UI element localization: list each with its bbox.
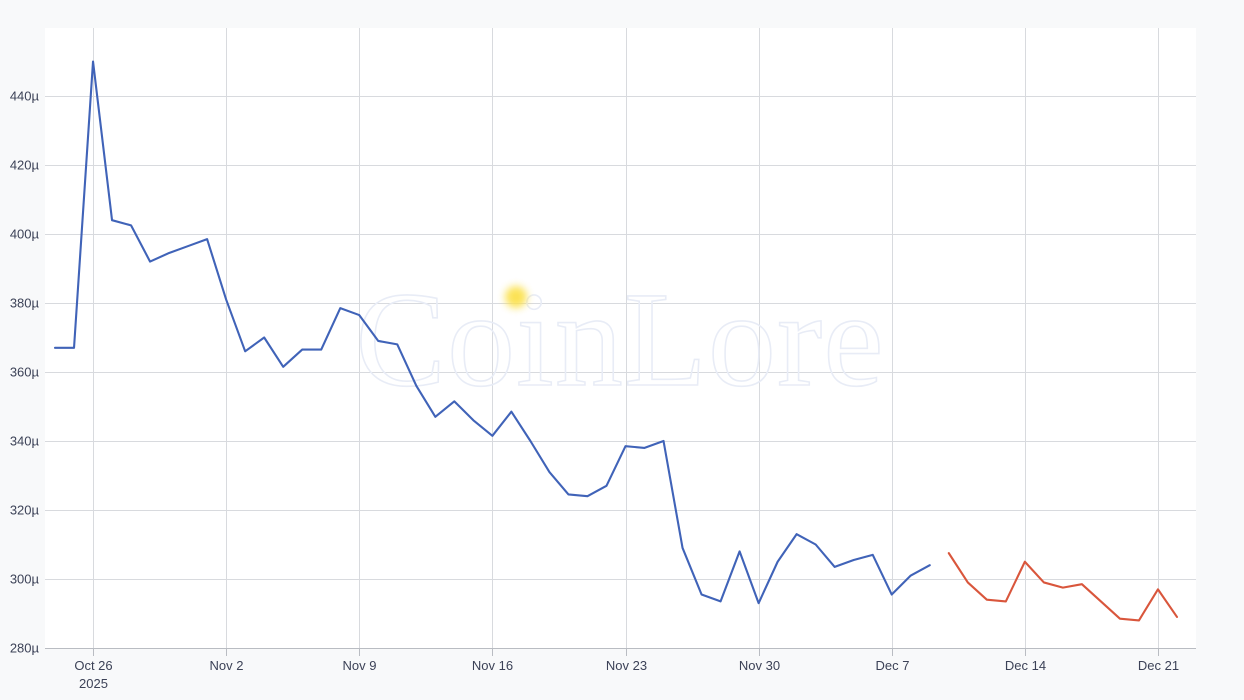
x-axis-tick-label: Dec 14 — [1005, 658, 1046, 673]
y-axis-tick-label: 320µ — [10, 503, 40, 518]
y-axis: 280µ 300µ 320µ 340µ 360µ 380µ 400µ 420µ 440µ — [10, 89, 40, 656]
x-axis-tick-label: Nov 9 — [343, 658, 377, 673]
y-axis-tick-label: 400µ — [10, 227, 40, 242]
vertical-gridlines — [93, 28, 1159, 648]
coinlore-watermark: CoinLore — [355, 264, 885, 416]
data-series-group — [53, 60, 1179, 622]
x-axis-tick-label: Nov 2 — [210, 658, 244, 673]
x-axis: Oct 26 2025 Nov 2 Nov 9 Nov 16 Nov 23 Nov 30 De… — [45, 648, 1196, 691]
plot-area-background — [45, 28, 1196, 648]
x-axis-tick-label: Oct 26 — [74, 658, 112, 673]
y-axis-tick-label: 380µ — [10, 296, 40, 311]
y-axis-tick-label: 280µ — [10, 641, 40, 656]
y-axis-tick-label: 440µ — [10, 89, 40, 104]
x-axis-tick-label: Dec 21 — [1138, 658, 1179, 673]
x-axis-tick-label: Nov 23 — [606, 658, 647, 673]
x-axis-year-label: 2025 — [79, 676, 108, 691]
watermark-text: CoinLore — [355, 265, 884, 415]
series-line-historical — [53, 60, 931, 605]
series-line-forecast — [947, 552, 1179, 622]
y-axis-tick-label: 360µ — [10, 365, 40, 380]
y-axis-tick-label: 420µ — [10, 158, 40, 173]
x-axis-tick-label: Dec 7 — [876, 658, 910, 673]
x-axis-tick-label: Nov 30 — [739, 658, 780, 673]
x-axis-tick-label: Nov 16 — [472, 658, 513, 673]
y-axis-tick-label: 300µ — [10, 572, 40, 587]
y-axis-tick-label: 340µ — [10, 434, 40, 449]
